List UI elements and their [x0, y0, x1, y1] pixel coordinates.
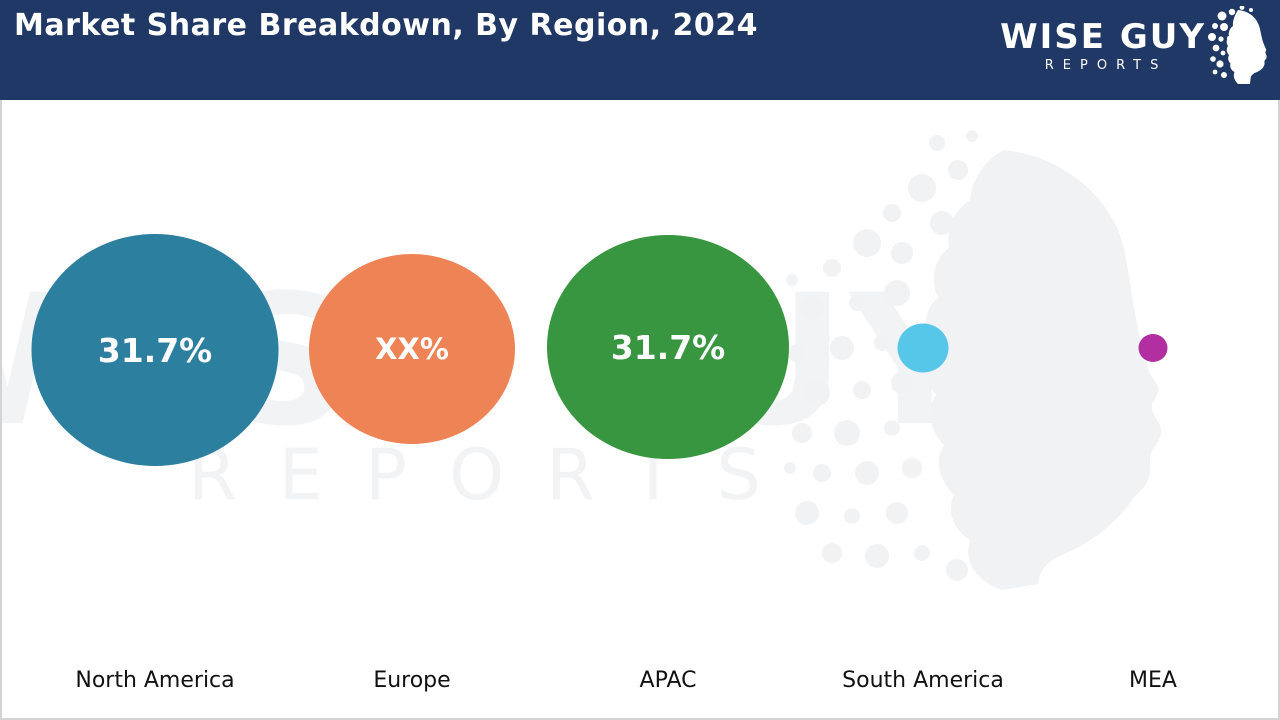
watermark-head-icon — [784, 130, 1162, 590]
category-label-south-america: South America — [842, 668, 1004, 693]
logo-wordmark: WISE GUY REPORTS — [1000, 17, 1206, 73]
logo-head-icon — [1208, 6, 1267, 84]
bubble-south-america — [897, 323, 949, 373]
header-bar: Market Share Breakdown, By Region, 2024 … — [0, 0, 1280, 100]
wise-guy-logo: WISE GUY REPORTS — [1000, 6, 1270, 86]
bubble-apac: 31.7% — [547, 235, 789, 459]
logo-wordmark-line2: REPORTS — [1044, 57, 1168, 73]
chart-area: WISE GUY REPORTS — [0, 100, 1280, 720]
page-title: Market Share Breakdown, By Region, 2024 — [14, 8, 759, 43]
bubble-value-europe: XX% — [375, 332, 449, 366]
bubble-mea — [1138, 334, 1168, 362]
category-label-mea: MEA — [1129, 668, 1177, 693]
bubble-value-north-america: 31.7% — [97, 330, 213, 370]
logo-wordmark-line1: WISE GUY — [1000, 17, 1206, 58]
category-label-europe: Europe — [373, 668, 451, 693]
bubble-north-america: 31.7% — [31, 234, 279, 466]
bubble-value-apac: 31.7% — [610, 327, 726, 367]
bubble-europe: XX% — [309, 254, 515, 444]
category-label-apac: APAC — [639, 668, 697, 693]
category-label-north-america: North America — [75, 668, 235, 693]
